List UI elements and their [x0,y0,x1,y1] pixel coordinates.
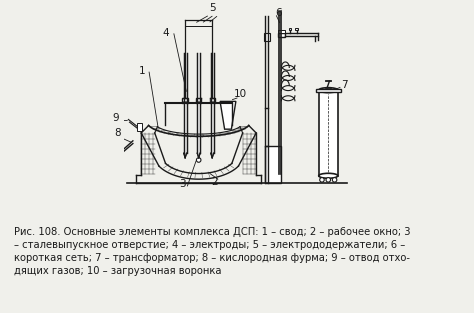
Bar [182,99,188,103]
Bar [196,99,201,103]
Bar [118,150,122,156]
Text: 6: 6 [275,8,282,18]
Polygon shape [211,54,214,158]
Ellipse shape [319,88,338,93]
Text: 7: 7 [341,80,347,90]
Bar [264,33,270,41]
Text: 1: 1 [139,66,146,76]
Bar [137,124,142,131]
Text: 5: 5 [209,3,216,13]
Bar [210,99,215,103]
Bar [278,30,284,33]
Polygon shape [184,54,187,158]
Bar [295,28,298,30]
Circle shape [196,158,201,162]
Circle shape [332,177,337,182]
Ellipse shape [319,173,338,178]
Circle shape [319,177,324,182]
Circle shape [326,177,330,182]
Text: 2: 2 [211,177,218,187]
Polygon shape [220,101,236,129]
Bar [289,28,292,30]
Bar [278,33,285,37]
Text: 10: 10 [234,89,247,99]
Bar [265,146,282,182]
Text: Рис. 108. Основные элементы комплекса ДСП: 1 – свод; 2 – рабочее окно; 3
– стале: Рис. 108. Основные элементы комплекса ДС… [14,227,410,276]
Bar [316,89,340,92]
Text: 4: 4 [163,28,169,38]
Text: 3: 3 [180,179,186,189]
Bar [319,90,338,176]
Text: 8: 8 [114,128,121,138]
Text: 9: 9 [112,113,118,123]
Polygon shape [197,54,200,158]
